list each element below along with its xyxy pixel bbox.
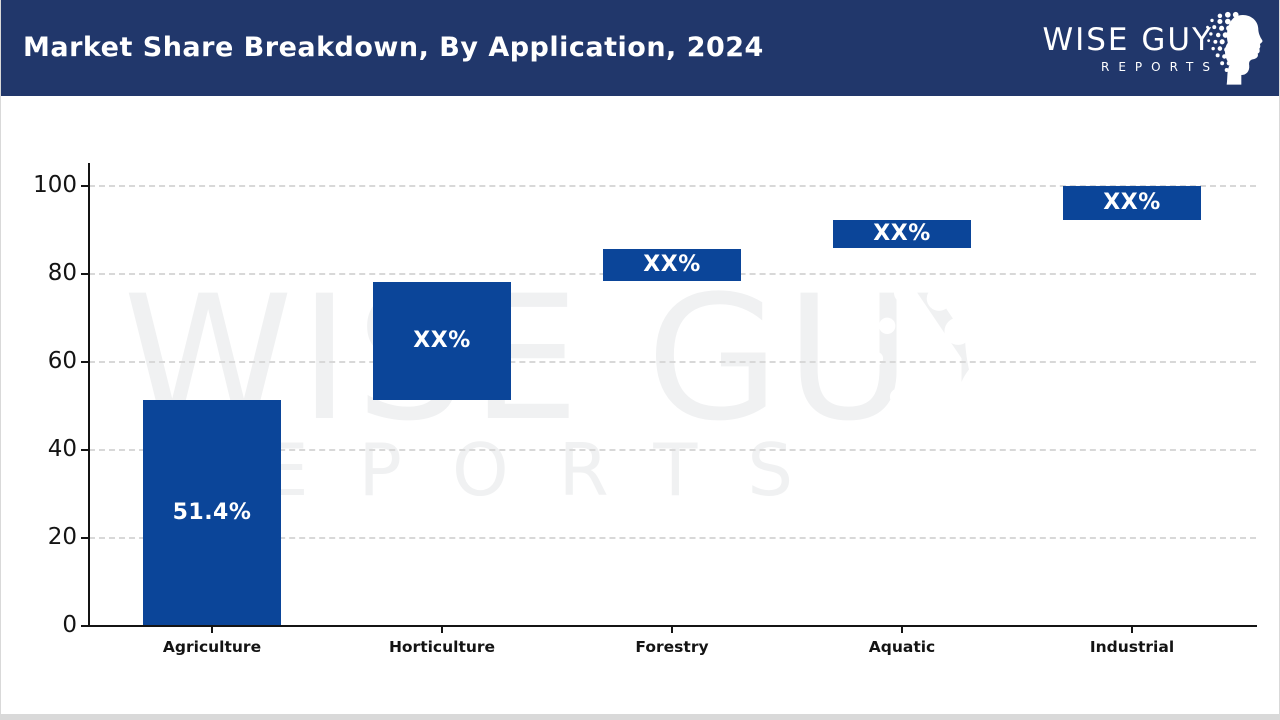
wiseguy-logo: WISE GUY REPORTS	[1042, 10, 1265, 86]
bar-horticulture: XX%	[373, 281, 511, 400]
bar-value-label-forestry: XX%	[643, 252, 701, 278]
y-axis-tick-0	[81, 625, 89, 627]
x-axis-tick-horticulture	[441, 626, 443, 633]
x-axis-label-industrial: Industrial	[1089, 638, 1175, 656]
y-axis-line	[88, 163, 90, 627]
bar-forestry: XX%	[603, 248, 741, 282]
bar-value-label-aquatic: XX%	[873, 221, 931, 247]
y-axis-label-100: 100	[33, 172, 77, 198]
logo-subtitle: REPORTS	[1100, 59, 1219, 74]
bar-value-label-horticulture: XX%	[413, 328, 471, 354]
bar-value-label-agriculture: 51.4%	[172, 500, 252, 526]
y-axis-tick-20	[81, 537, 89, 539]
y-axis-tick-40	[81, 449, 89, 451]
x-axis-tick-industrial	[1131, 626, 1133, 633]
x-axis-tick-agriculture	[211, 626, 213, 633]
y-axis-tick-60	[81, 361, 89, 363]
y-axis-label-0: 0	[62, 612, 77, 638]
y-axis-label-40: 40	[47, 436, 77, 462]
footer-strip	[1, 714, 1279, 720]
y-axis-tick-100	[81, 185, 89, 187]
y-axis-label-60: 60	[47, 348, 77, 374]
x-axis-label-horticulture: Horticulture	[388, 638, 496, 656]
x-axis-label-forestry: Forestry	[635, 638, 709, 656]
y-axis-label-80: 80	[47, 260, 77, 286]
bar-aquatic: XX%	[833, 219, 971, 249]
x-axis-label-agriculture: Agriculture	[162, 638, 262, 656]
y-axis-label-20: 20	[47, 524, 77, 550]
header-band: Market Share Breakdown, By Application, …	[1, 0, 1279, 96]
x-axis-tick-aquatic	[901, 626, 903, 633]
x-axis-line	[88, 625, 1257, 627]
x-axis-tick-forestry	[671, 626, 673, 633]
gridline-100	[89, 185, 1256, 187]
bar-industrial: XX%	[1063, 186, 1201, 220]
x-axis-label-aquatic: Aquatic	[868, 638, 936, 656]
y-axis-tick-80	[81, 273, 89, 275]
bar-agriculture: 51.4%	[143, 399, 281, 626]
wiseguy-head-icon	[1206, 11, 1263, 85]
gridline-60	[89, 361, 1256, 363]
logo-wordmark: WISE GUY	[1042, 21, 1213, 58]
gridline-20	[89, 537, 1256, 539]
page-title: Market Share Breakdown, By Application, …	[23, 32, 764, 63]
gridline-40	[89, 449, 1256, 451]
bar-value-label-industrial: XX%	[1103, 190, 1161, 216]
